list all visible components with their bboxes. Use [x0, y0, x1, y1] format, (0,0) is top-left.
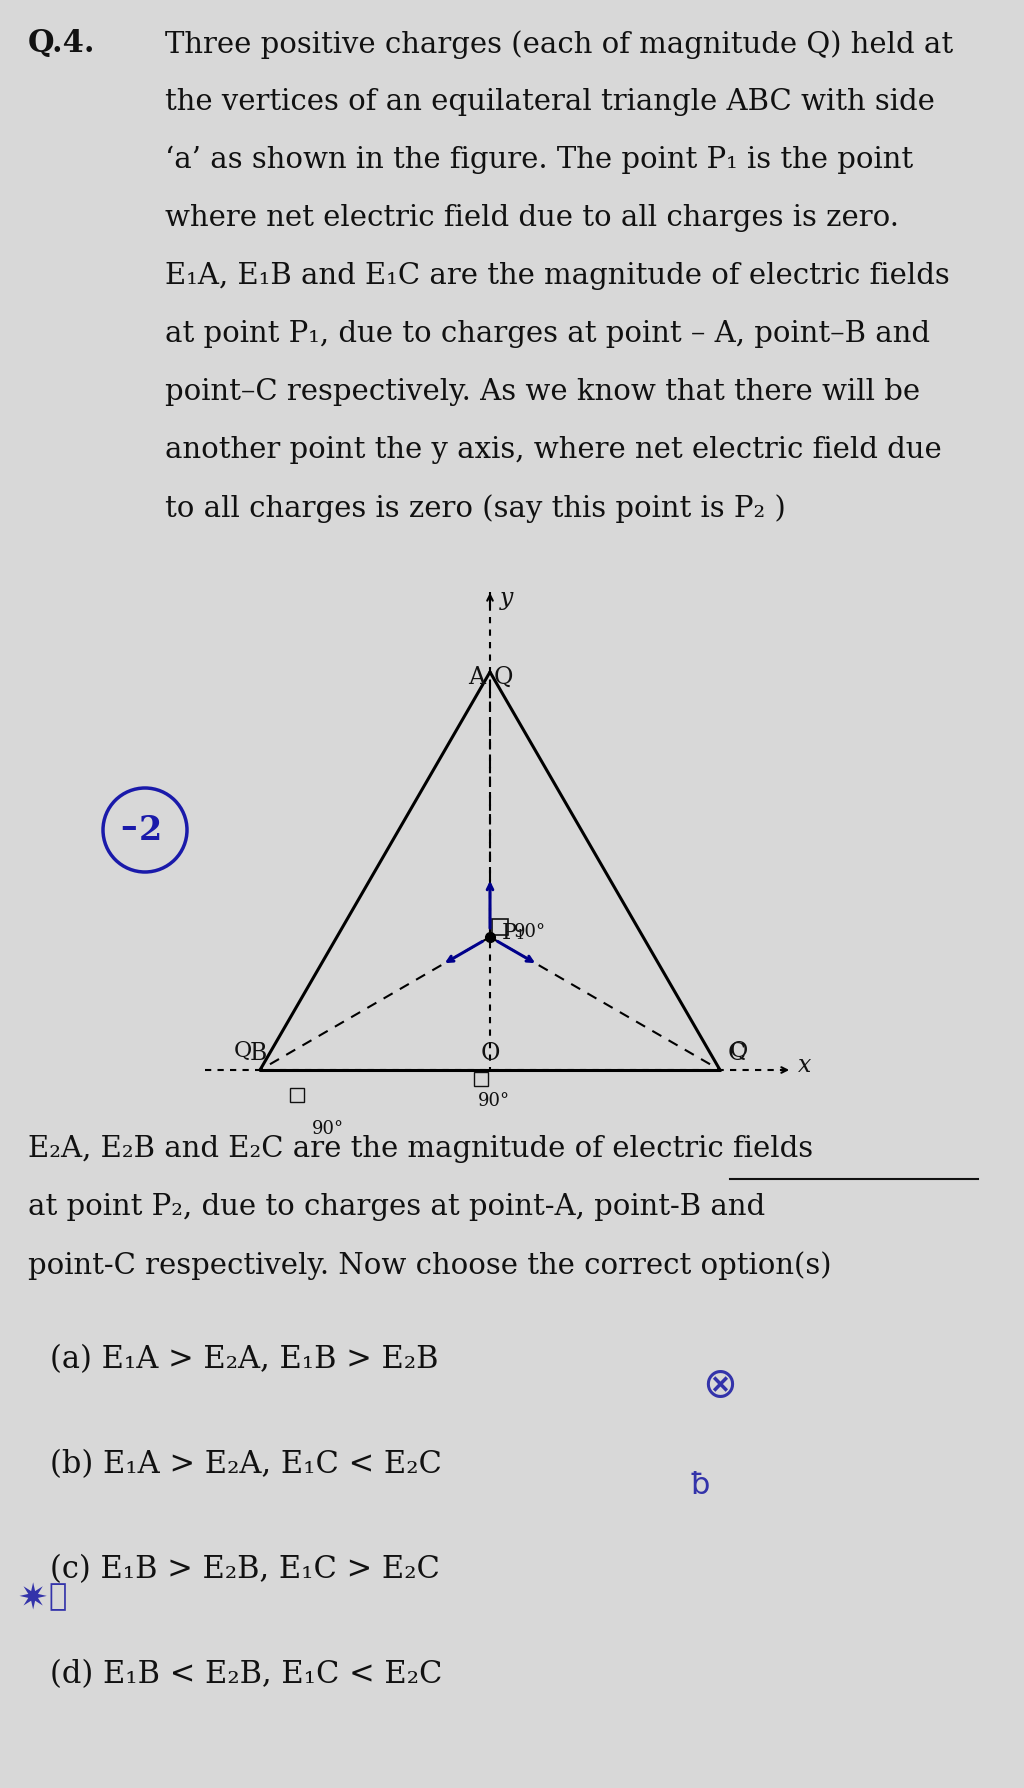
Text: 90°: 90°: [478, 1092, 510, 1110]
Bar: [474, 1073, 488, 1085]
Bar: [290, 1089, 304, 1103]
Text: Q: Q: [730, 1041, 749, 1062]
Text: at point P₂, due to charges at point-A, point-B and: at point P₂, due to charges at point-A, …: [28, 1193, 765, 1221]
Text: Q.4.: Q.4.: [28, 29, 95, 59]
Text: point–C respectively. As we know that there will be: point–C respectively. As we know that th…: [165, 377, 921, 406]
Text: Q: Q: [494, 665, 513, 688]
Bar: [492, 919, 508, 935]
Text: ‘a’ as shown in the figure. The point P₁ is the point: ‘a’ as shown in the figure. The point P₁…: [165, 147, 913, 175]
Text: C: C: [728, 1042, 746, 1066]
Text: ✷: ✷: [18, 1582, 48, 1616]
Text: (d) E₁B < E₂B, E₁C < E₂C: (d) E₁B < E₂B, E₁C < E₂C: [50, 1659, 442, 1690]
Text: x: x: [798, 1055, 811, 1078]
Text: to all charges is zero (say this point is P₂ ): to all charges is zero (say this point i…: [165, 493, 785, 522]
Text: A: A: [468, 665, 485, 688]
Text: B: B: [249, 1042, 266, 1066]
Text: 90°: 90°: [312, 1119, 344, 1137]
Text: at point P₁, due to charges at point – A, point–B and: at point P₁, due to charges at point – A…: [165, 320, 930, 349]
Text: P₁: P₁: [502, 923, 526, 944]
Text: E₂A, E₂B and E₂C are the magnitude of electric fields: E₂A, E₂B and E₂C are the magnitude of el…: [28, 1135, 813, 1162]
Text: where net electric field due to all charges is zero.: where net electric field due to all char…: [165, 204, 899, 232]
Text: Q: Q: [233, 1041, 252, 1062]
Text: O: O: [480, 1042, 500, 1066]
Text: E₁A, E₁B and E₁C are the magnitude of electric fields: E₁A, E₁B and E₁C are the magnitude of el…: [165, 263, 949, 290]
Text: y: y: [500, 586, 513, 610]
Text: (a) E₁A > E₂A, E₁B > E₂B: (a) E₁A > E₂A, E₁B > E₂B: [50, 1345, 438, 1375]
Text: 2: 2: [138, 814, 162, 846]
Text: the vertices of an equilateral triangle ABC with side: the vertices of an equilateral triangle …: [165, 88, 935, 116]
Text: ƀ: ƀ: [690, 1472, 710, 1500]
Text: another point the y axis, where net electric field due: another point the y axis, where net elec…: [165, 436, 942, 465]
Text: (c) E₁B > E₂B, E₁C > E₂C: (c) E₁B > E₂B, E₁C > E₂C: [50, 1554, 440, 1584]
Text: ⊗: ⊗: [702, 1364, 737, 1405]
Text: –: –: [121, 812, 137, 844]
Text: ➰: ➰: [48, 1582, 67, 1611]
Text: 90°: 90°: [514, 923, 546, 940]
Text: Three positive charges (each of magnitude Q) held at: Three positive charges (each of magnitud…: [165, 30, 953, 59]
Text: point-C respectively. Now choose the correct option(s): point-C respectively. Now choose the cor…: [28, 1252, 831, 1280]
Text: (b) E₁A > E₂A, E₁C < E₂C: (b) E₁A > E₂A, E₁C < E₂C: [50, 1448, 442, 1480]
